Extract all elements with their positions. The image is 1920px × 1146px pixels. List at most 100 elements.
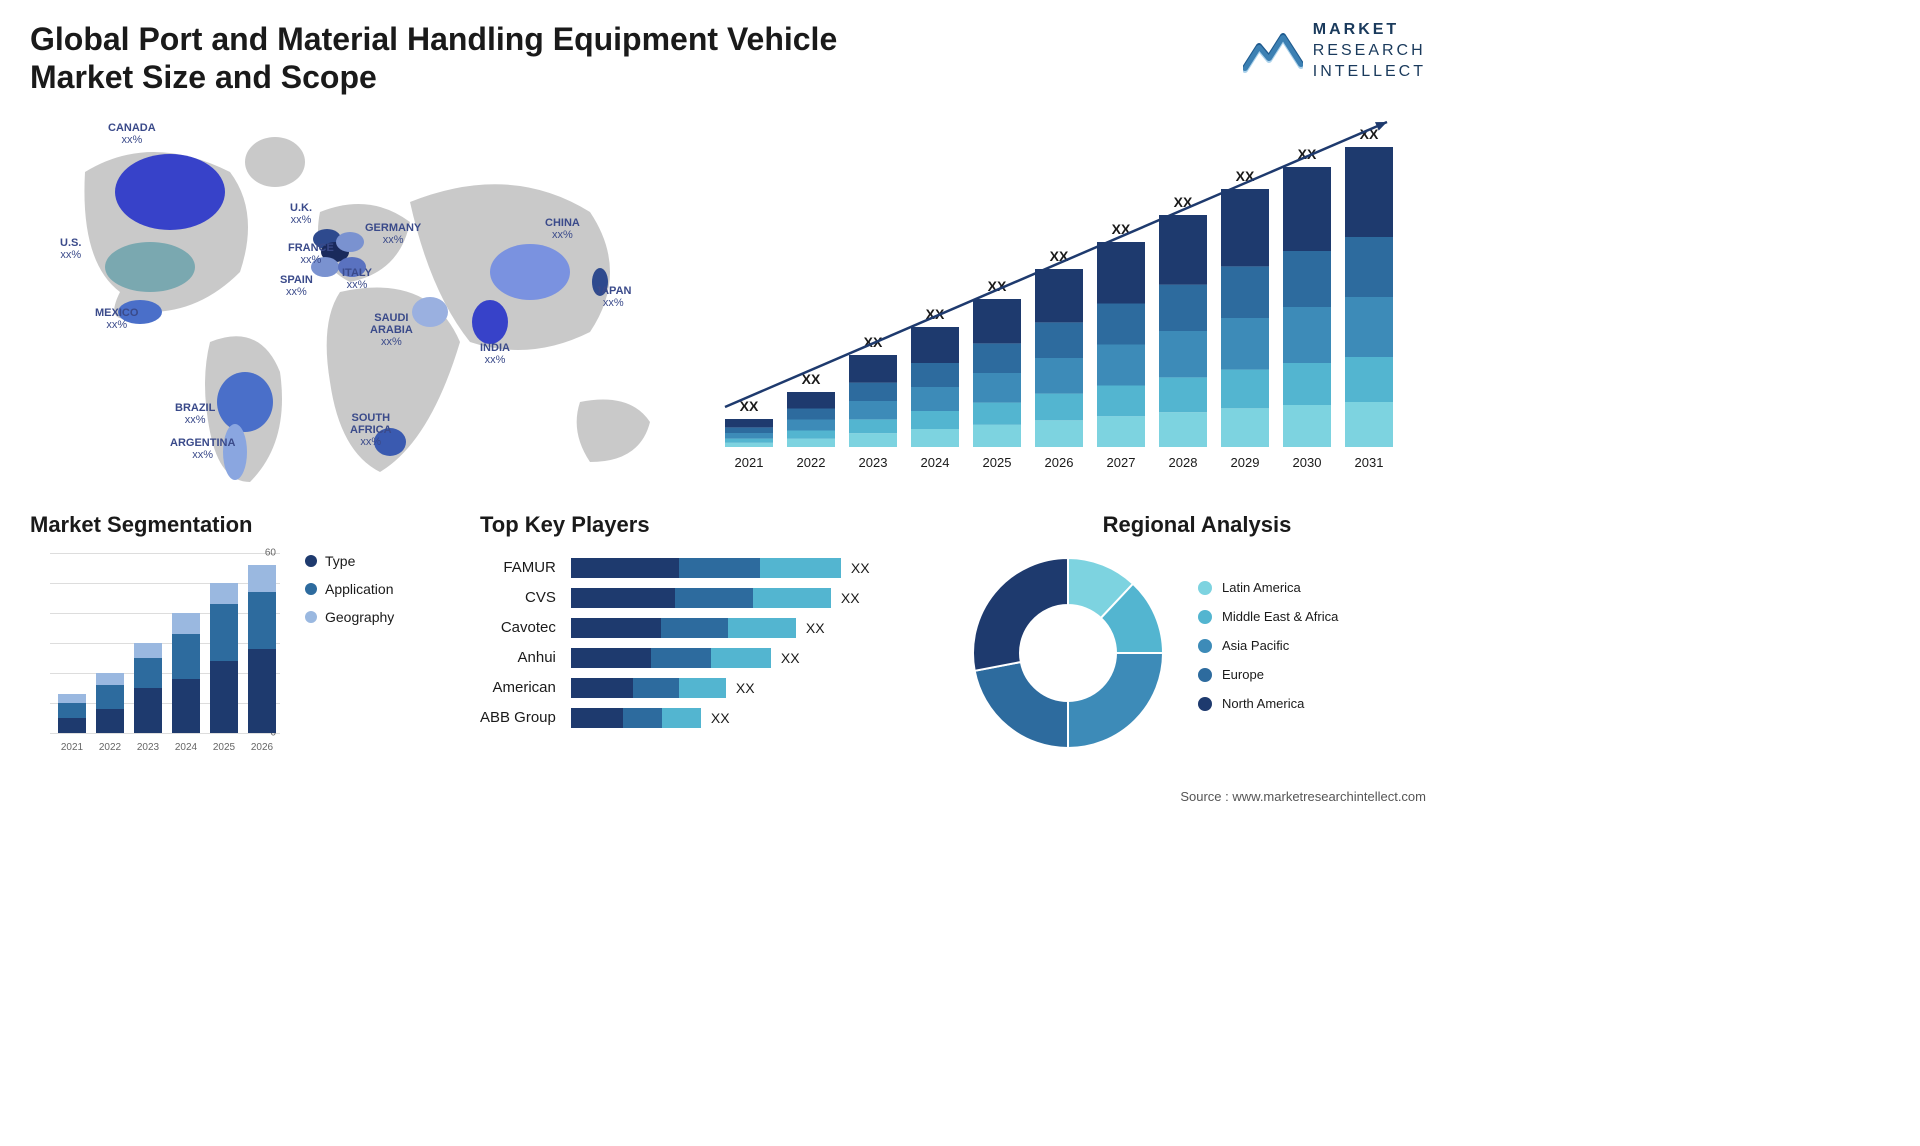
regional-legend-item: North America	[1198, 696, 1338, 711]
map-label-spain: SPAINxx%	[280, 274, 313, 298]
regional-legend-label: Latin America	[1222, 580, 1301, 595]
logo-text-1: MARKET	[1313, 21, 1399, 38]
seg-bar-seg	[96, 685, 124, 709]
seg-bar-seg	[134, 643, 162, 658]
regional-donut	[968, 553, 1168, 753]
seg-ytick: 60	[265, 547, 276, 558]
seg-bar-seg	[248, 649, 276, 733]
player-bar-seg	[728, 618, 796, 638]
map-label-argentina: ARGENTINAxx%	[170, 437, 235, 461]
seg-xlabel: 2026	[244, 742, 280, 753]
segmentation-title: Market Segmentation	[30, 512, 450, 538]
forecast-svg: 2021XX2022XX2023XX2024XX2025XX2026XX2027…	[710, 112, 1410, 472]
player-name: Anhui	[480, 643, 556, 673]
player-name: ABB Group	[480, 703, 556, 733]
player-bar-seg	[711, 648, 771, 668]
svg-text:XX: XX	[1050, 248, 1069, 264]
map-label-u-s-: U.S.xx%	[60, 237, 81, 261]
player-name: FAMUR	[480, 553, 556, 583]
seg-bar-seg	[134, 688, 162, 733]
seg-xlabel: 2022	[92, 742, 128, 753]
regional-title: Regional Analysis	[968, 512, 1426, 538]
seg-legend-item: Application	[305, 581, 394, 597]
page-title: Global Port and Material Handling Equipm…	[30, 20, 930, 97]
map-label-south-africa: SOUTHAFRICAxx%	[350, 412, 392, 448]
svg-text:2023: 2023	[859, 455, 888, 470]
legend-dot-icon	[305, 555, 317, 567]
player-bar-seg	[571, 708, 623, 728]
player-row: XX	[571, 673, 938, 703]
map-label-brazil: BRAZILxx%	[175, 402, 215, 426]
seg-xlabel: 2024	[168, 742, 204, 753]
svg-text:2027: 2027	[1107, 455, 1136, 470]
seg-bar-seg	[58, 718, 86, 733]
map-label-u-k-: U.K.xx%	[290, 202, 312, 226]
player-bar-seg	[633, 678, 680, 698]
seg-bar-seg	[58, 703, 86, 718]
seg-xlabel: 2025	[206, 742, 242, 753]
legend-dot-icon	[1198, 581, 1212, 595]
svg-text:2028: 2028	[1169, 455, 1198, 470]
seg-bar-seg	[134, 658, 162, 688]
seg-bar-seg	[210, 661, 238, 733]
player-row: XX	[571, 703, 938, 733]
player-bar-seg	[571, 588, 675, 608]
svg-text:2025: 2025	[983, 455, 1012, 470]
source-text: Source : www.marketresearchintellect.com	[1180, 789, 1426, 804]
player-bar-seg	[679, 558, 760, 578]
regional-legend-item: Asia Pacific	[1198, 638, 1338, 653]
player-row: XX	[571, 553, 938, 583]
player-row: XX	[571, 583, 938, 613]
regional-legend-label: Europe	[1222, 667, 1264, 682]
player-value: XX	[781, 650, 800, 666]
legend-dot-icon	[1198, 610, 1212, 624]
regional-legend-item: Latin America	[1198, 580, 1338, 595]
players-bars: XX XX XX XX XX XX	[571, 553, 938, 733]
legend-dot-icon	[1198, 639, 1212, 653]
regional-legend-label: Middle East & Africa	[1222, 609, 1338, 624]
map-label-china: CHINAxx%	[545, 217, 580, 241]
player-bar-seg	[571, 558, 679, 578]
seg-bar-seg	[210, 583, 238, 604]
player-bar-seg	[760, 558, 841, 578]
svg-text:2026: 2026	[1045, 455, 1074, 470]
regional-legend-item: Europe	[1198, 667, 1338, 682]
seg-bar-seg	[96, 673, 124, 685]
seg-bar-seg	[172, 634, 200, 679]
legend-dot-icon	[305, 583, 317, 595]
player-bar-seg	[623, 708, 662, 728]
player-bar-seg	[661, 618, 729, 638]
logo-icon	[1243, 26, 1303, 76]
player-name: American	[480, 673, 556, 703]
regional-legend-label: Asia Pacific	[1222, 638, 1289, 653]
player-name: CVS	[480, 583, 556, 613]
svg-text:2021: 2021	[735, 455, 764, 470]
map-label-saudi-arabia: SAUDIARABIAxx%	[370, 312, 413, 348]
map-label-germany: GERMANYxx%	[365, 222, 421, 246]
map-label-mexico: MEXICOxx%	[95, 307, 138, 331]
players-title: Top Key Players	[480, 512, 938, 538]
player-name: Cavotec	[480, 613, 556, 643]
map-label-india: INDIAxx%	[480, 342, 510, 366]
regional-legend-label: North America	[1222, 696, 1304, 711]
regional-legend-item: Middle East & Africa	[1198, 609, 1338, 624]
map-label-france: FRANCExx%	[288, 242, 334, 266]
player-bar-seg	[651, 648, 711, 668]
segmentation-chart: 0102030405060202120222023202420252026	[30, 553, 280, 753]
player-value: XX	[806, 620, 825, 636]
logo-text-2: RESEARCH	[1313, 42, 1426, 59]
regional-legend: Latin America Middle East & Africa Asia Pa…	[1198, 580, 1338, 725]
seg-legend-label: Geography	[325, 609, 394, 625]
player-value: XX	[711, 710, 730, 726]
map-label-japan: JAPANxx%	[595, 285, 631, 309]
forecast-chart: 2021XX2022XX2023XX2024XX2025XX2026XX2027…	[710, 112, 1426, 472]
seg-bar-seg	[96, 709, 124, 733]
segmentation-legend: TypeApplicationGeography	[305, 553, 394, 637]
player-value: XX	[851, 560, 870, 576]
players-names: FAMURCVSCavotecAnhuiAmericanABB Group	[480, 553, 556, 733]
player-bar-seg	[571, 618, 661, 638]
seg-bar-seg	[172, 613, 200, 634]
svg-text:2024: 2024	[921, 455, 950, 470]
legend-dot-icon	[1198, 668, 1212, 682]
player-row: XX	[571, 613, 938, 643]
